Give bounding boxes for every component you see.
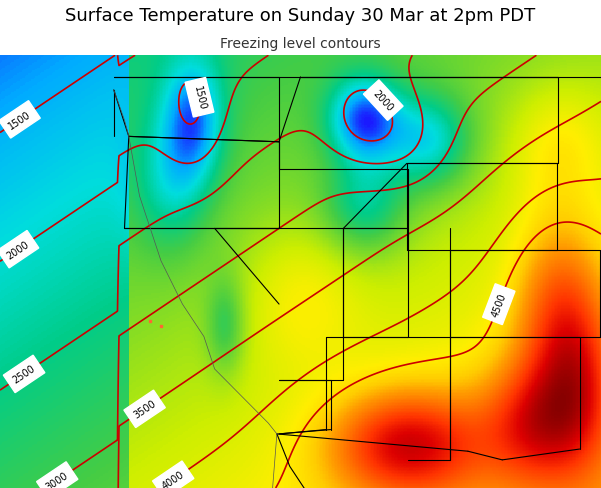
Text: 1500: 1500	[192, 85, 207, 111]
Text: 4500: 4500	[490, 291, 508, 318]
Text: 1500: 1500	[7, 109, 32, 131]
Text: 2500: 2500	[11, 363, 37, 385]
Text: 4000: 4000	[160, 469, 186, 488]
Text: 2000: 2000	[371, 88, 395, 113]
Text: 3000: 3000	[44, 469, 70, 488]
Text: 3500: 3500	[132, 398, 157, 420]
Text: Freezing level contours: Freezing level contours	[220, 37, 381, 51]
Text: Surface Temperature on Sunday 30 Mar at 2pm PDT: Surface Temperature on Sunday 30 Mar at …	[66, 7, 535, 25]
Text: 2000: 2000	[5, 239, 31, 261]
